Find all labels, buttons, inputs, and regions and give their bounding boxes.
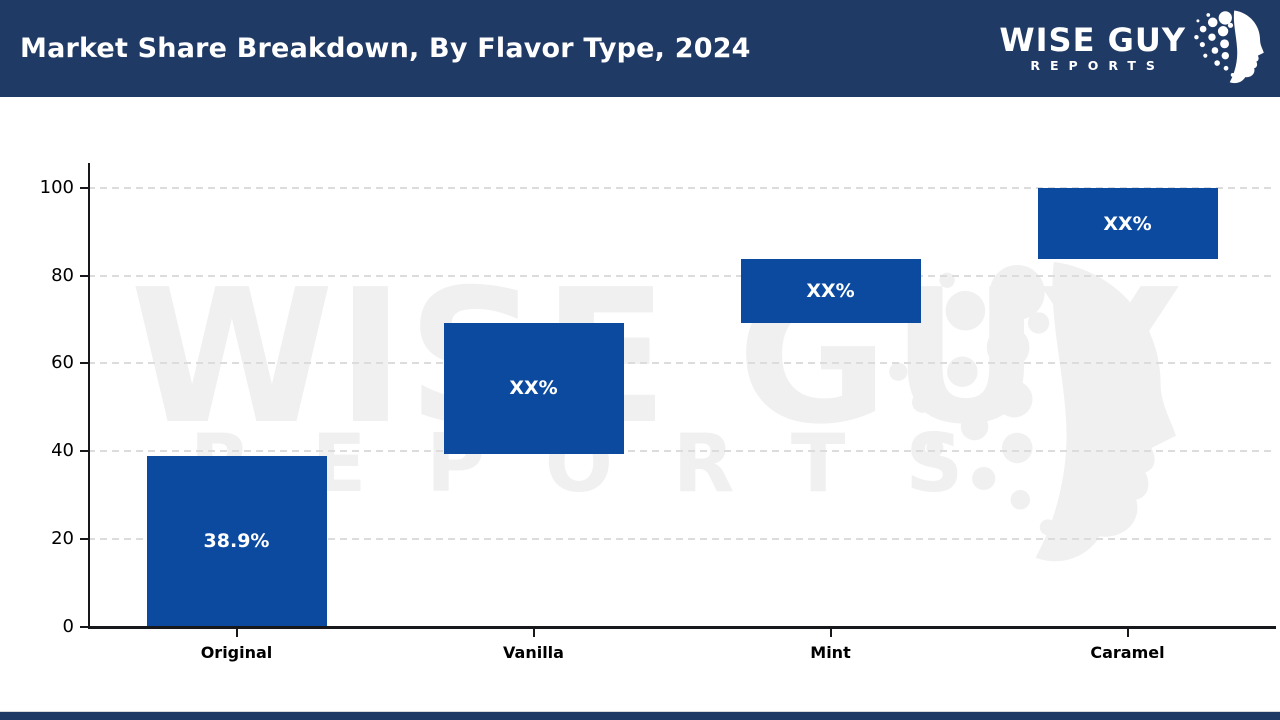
brand-logo: WISE GUY REPORTS (999, 9, 1266, 89)
plot-area: 0 20 40 60 80 100 Original Vanilla Mint Caramel 38… (0, 97, 1280, 712)
bar-value-label-original: 38.9% (203, 530, 270, 553)
y-tick-100 (80, 187, 88, 189)
x-tick-label-vanilla: Vanilla (503, 642, 564, 662)
y-tick-80 (80, 274, 88, 277)
x-axis-line (88, 625, 1276, 629)
page-title: Market Share Breakdown, By Flavor Type, … (20, 33, 751, 64)
gridline-100 (88, 187, 1276, 189)
x-tick-mint (829, 628, 832, 637)
brand-subname: REPORTS (1030, 58, 1165, 74)
x-tick-vanilla (532, 628, 535, 637)
bar-value-label-vanilla: XX% (509, 377, 558, 400)
x-tick-caramel (1126, 628, 1129, 637)
y-tick-label-100: 100 (39, 177, 74, 198)
gridline-80 (88, 274, 1276, 277)
header: Market Share Breakdown, By Flavor Type, … (0, 0, 1280, 97)
brand-logo-text: WISE GUY REPORTS (999, 24, 1186, 73)
y-tick-60 (80, 362, 88, 365)
bar-original: 38.9% (146, 455, 327, 627)
x-tick-original (235, 628, 238, 637)
y-tick-20 (80, 537, 88, 540)
gridline-60 (88, 362, 1276, 365)
y-tick-40 (80, 450, 88, 453)
x-tick-label-caramel: Caramel (1090, 642, 1165, 662)
logo-face-icon (1194, 10, 1264, 83)
chart-canvas: WISE GUY REPORTS (0, 97, 1280, 712)
bar-mint: XX% (740, 259, 921, 323)
gridline-20 (88, 537, 1276, 540)
y-tick-label-0: 0 (62, 615, 74, 637)
y-tick-0 (80, 625, 88, 628)
footer-rule (0, 711, 1280, 712)
y-axis-line (88, 163, 90, 627)
y-tick-label-20: 20 (51, 527, 74, 549)
footer-bar (0, 712, 1280, 720)
bar-vanilla: XX% (443, 322, 624, 455)
x-tick-label-original: Original (200, 642, 273, 662)
gridline-40 (88, 450, 1276, 453)
y-tick-label-60: 60 (51, 352, 74, 374)
brand-name: WISE GUY (999, 21, 1186, 60)
bar-value-label-mint: XX% (806, 280, 855, 303)
x-tick-label-mint: Mint (810, 642, 851, 662)
bar-value-label-caramel: XX% (1103, 212, 1152, 235)
y-tick-label-80: 80 (51, 264, 74, 286)
y-tick-label-40: 40 (51, 440, 74, 462)
bar-caramel: XX% (1037, 188, 1218, 260)
